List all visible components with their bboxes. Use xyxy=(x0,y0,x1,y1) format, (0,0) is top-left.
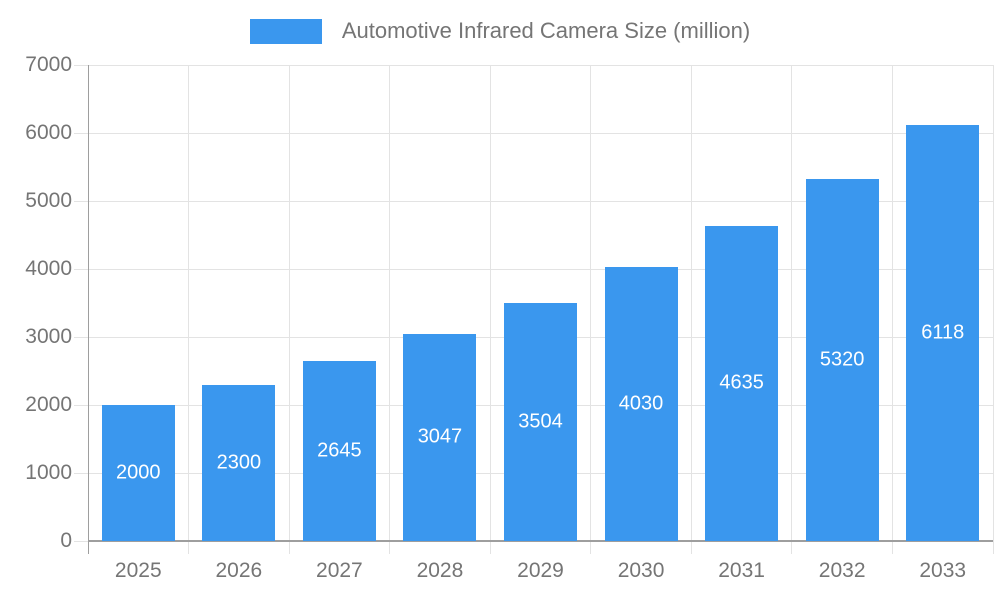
x-axis-tick-label: 2025 xyxy=(114,559,162,582)
y-axis-line xyxy=(87,65,89,554)
x-axis-line xyxy=(88,540,993,542)
chart-legend[interactable]: Automotive Infrared Camera Size (million… xyxy=(0,16,1000,46)
x-gridline xyxy=(992,65,994,554)
bar-value-label: 3504 xyxy=(518,410,563,433)
bar-2030[interactable]: 4030 xyxy=(604,266,678,541)
x-axis-tick-label: 2032 xyxy=(818,559,866,582)
bar-2025[interactable]: 2000 xyxy=(101,405,175,541)
y-gridline xyxy=(74,132,993,134)
x-gridline xyxy=(791,65,793,554)
x-gridline xyxy=(489,65,491,554)
bar-value-label: 4030 xyxy=(618,392,664,415)
bar-2028[interactable]: 3047 xyxy=(403,333,477,541)
bar-2026[interactable]: 2300 xyxy=(202,384,276,541)
y-gridline xyxy=(74,200,993,202)
x-axis-tick-label: 2033 xyxy=(919,559,967,582)
x-axis-tick-label: 2028 xyxy=(416,559,464,582)
x-gridline xyxy=(288,65,290,554)
bar-value-label: 5320 xyxy=(819,348,865,371)
y-axis-tick-label: 6000 xyxy=(25,121,72,144)
y-axis-tick-label: 2000 xyxy=(25,393,72,416)
y-gridline xyxy=(74,64,993,66)
x-gridline xyxy=(590,65,592,554)
legend-swatch xyxy=(249,18,322,44)
bar-2032[interactable]: 5320 xyxy=(805,179,879,541)
x-gridline xyxy=(891,65,893,554)
x-axis-tick-label: 2030 xyxy=(617,559,665,582)
x-gridline xyxy=(690,65,692,554)
x-axis-tick-label: 2031 xyxy=(718,559,765,582)
bar-2031[interactable]: 4635 xyxy=(705,225,779,541)
legend-label: Automotive Infrared Camera Size (million… xyxy=(341,18,751,43)
y-axis-tick-label: 5000 xyxy=(25,189,72,212)
x-gridline xyxy=(389,65,391,554)
x-gridline xyxy=(188,65,190,554)
y-axis-tick-label: 4000 xyxy=(25,257,72,280)
x-axis-tick-label: 2027 xyxy=(316,559,363,582)
bar-value-label: 2645 xyxy=(317,439,362,462)
bar-value-label: 2000 xyxy=(116,461,161,484)
x-axis-tick-label: 2029 xyxy=(517,559,564,582)
bar-2027[interactable]: 2645 xyxy=(302,361,376,541)
bar-value-label: 4635 xyxy=(719,371,764,394)
y-axis-tick-label: 3000 xyxy=(25,325,72,348)
bar-value-label: 6118 xyxy=(921,321,965,344)
y-gridline xyxy=(74,268,993,270)
y-axis-tick-label: 7000 xyxy=(25,53,72,76)
bar-2029[interactable]: 3504 xyxy=(504,302,577,541)
y-axis-tick-label: 0 xyxy=(60,529,72,552)
bar-value-label: 3047 xyxy=(417,425,463,448)
y-axis-tick-label: 1000 xyxy=(25,461,72,484)
bar-2033[interactable]: 6118 xyxy=(906,124,980,541)
x-axis-tick-label: 2026 xyxy=(215,559,263,582)
bar-value-label: 2300 xyxy=(216,451,262,474)
